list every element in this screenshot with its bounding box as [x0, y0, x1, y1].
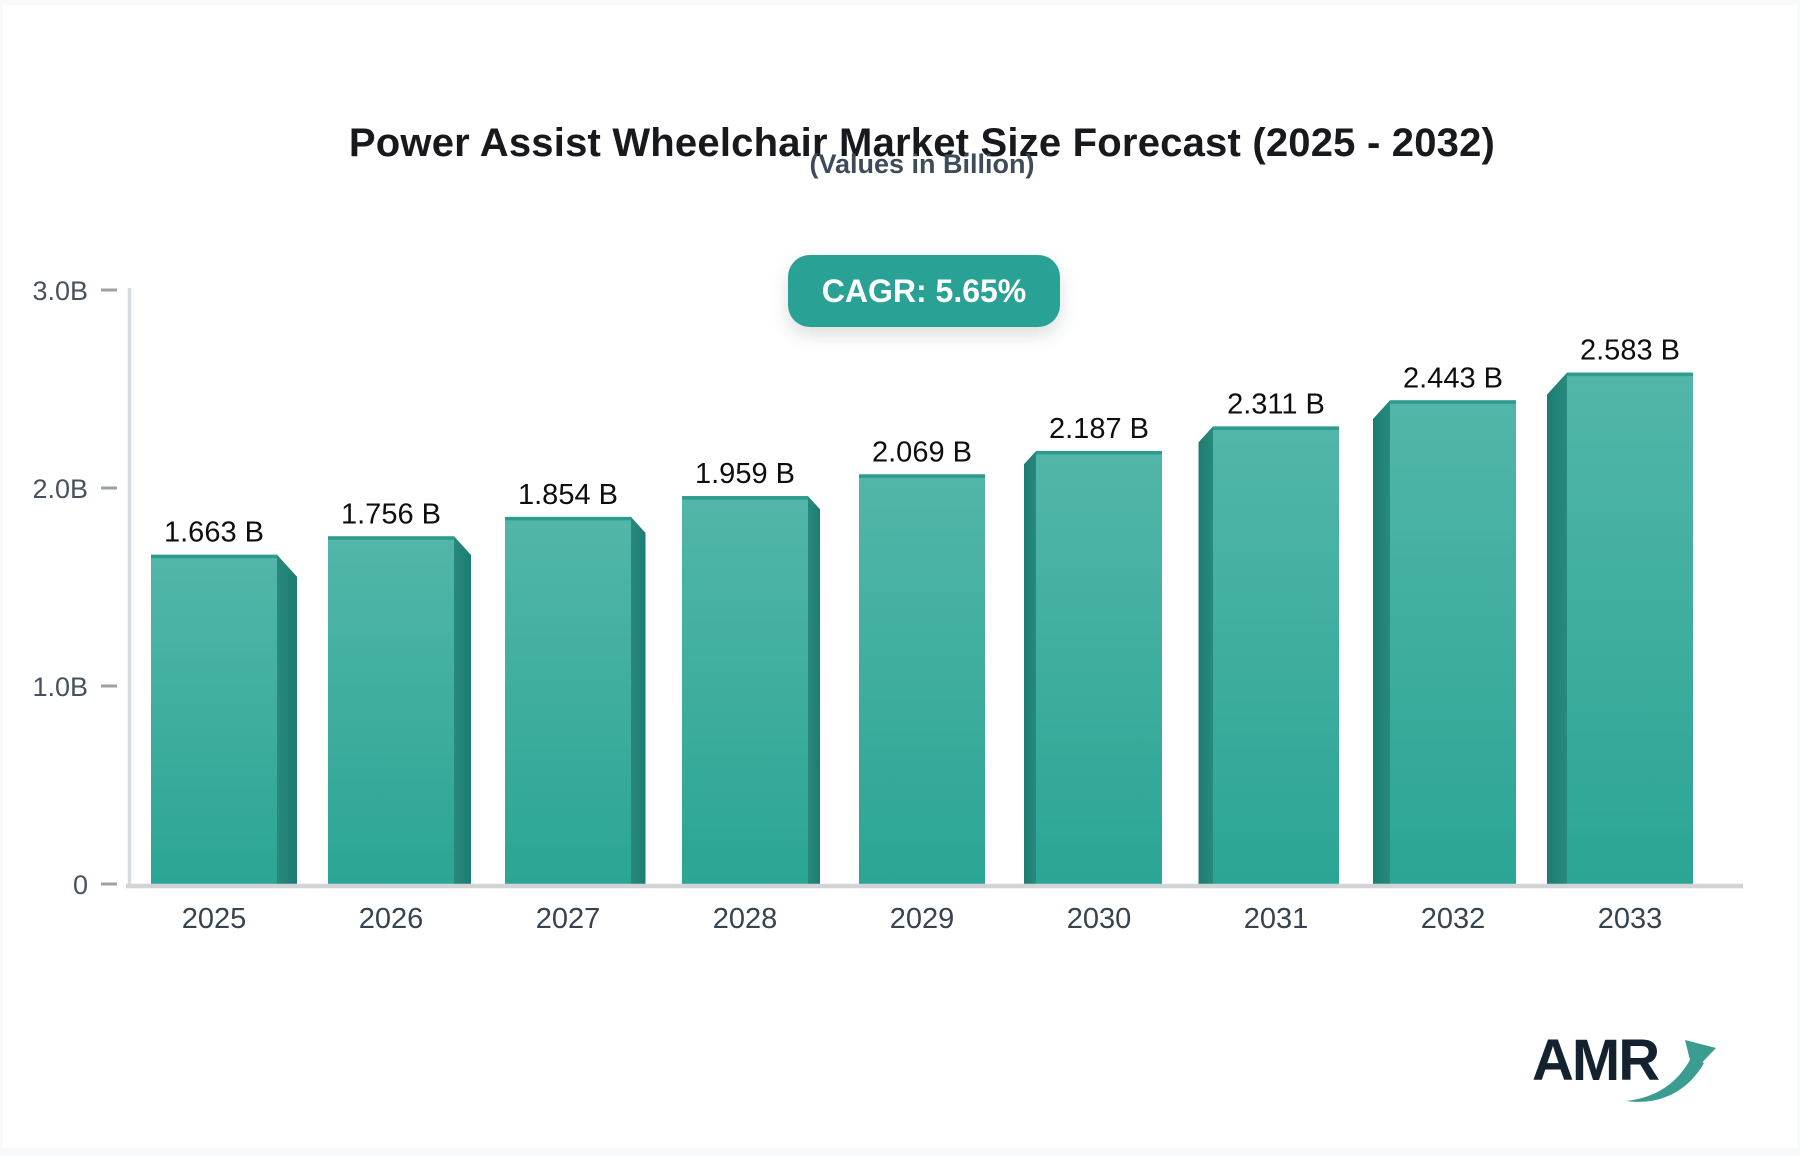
bar-value-label-2026: 1.756 B [341, 498, 441, 530]
x-axis-label-2031: 2031 [1244, 903, 1309, 935]
y-tick-label-2.0B: 2.0B [32, 474, 88, 504]
bar-2026 [328, 536, 454, 885]
bar-2028 [682, 496, 808, 885]
y-tick-label-1.0B: 1.0B [32, 672, 88, 702]
chart-title: Power Assist Wheelchair Market Size Fore… [348, 120, 1496, 165]
amr-logo: AMR [1532, 1032, 1722, 1112]
x-axis-label-2033: 2033 [1598, 903, 1663, 935]
x-axis-label-2030: 2030 [1067, 903, 1132, 935]
bar-top-edge-2033 [1567, 372, 1693, 377]
bar-side-face-2030 [1024, 450, 1036, 884]
cagr-badge: CAGR: 5.65% [788, 255, 1060, 327]
y-tick-label-0: 0 [73, 870, 88, 900]
bar-2032 [1390, 400, 1516, 884]
x-axis-label-2032: 2032 [1421, 903, 1486, 935]
bar-2025 [151, 554, 277, 885]
bar-value-label-2029: 2.069 B [872, 436, 972, 468]
bar-side-face-2031 [1198, 426, 1213, 884]
bar-value-label-2032: 2.443 B [1403, 362, 1503, 394]
bar-side-face-2028 [808, 496, 820, 884]
x-axis-label-2026: 2026 [359, 903, 424, 935]
bar-top-edge-2027 [505, 516, 631, 521]
bar-top-edge-2028 [682, 496, 808, 500]
x-axis-label-2028: 2028 [713, 903, 778, 935]
bar-value-label-2028: 1.959 B [695, 458, 795, 490]
bar-side-face-2027 [631, 516, 646, 884]
growth-arrow-icon [1626, 1040, 1716, 1102]
bar-value-label-2027: 1.854 B [518, 479, 618, 511]
bar-top-edge-2026 [328, 536, 454, 540]
bar-side-face-2026 [454, 536, 471, 884]
bar-top-edge-2032 [1390, 400, 1516, 404]
bar-top-edge-2029 [859, 474, 985, 478]
bar-2031 [1213, 426, 1339, 885]
bar-side-face-2032 [1373, 400, 1390, 884]
amr-logo-text: AMR [1532, 1028, 1660, 1093]
y-tick-label-3.0B: 3.0B [32, 276, 88, 306]
bar-value-label-2033: 2.583 B [1580, 335, 1680, 367]
bar-top-edge-2031 [1213, 426, 1339, 430]
bar-value-label-2030: 2.187 B [1049, 413, 1149, 445]
bar-2030 [1036, 450, 1162, 884]
bar-2033 [1567, 372, 1693, 884]
x-axis-label-2029: 2029 [890, 903, 955, 935]
bar-top-edge-2025 [151, 554, 277, 559]
bar-side-face-2025 [277, 554, 297, 884]
chart-subtitle: (Values in Billion) [809, 149, 1035, 179]
bar-top-edge-2030 [1036, 450, 1162, 455]
bar-2027 [505, 516, 631, 885]
bar-value-label-2025: 1.663 B [164, 517, 264, 549]
bar-2029 [859, 474, 985, 885]
bar-side-face-2033 [1547, 372, 1567, 884]
bar-value-label-2031: 2.311 B [1227, 388, 1325, 420]
x-axis-label-2025: 2025 [182, 903, 247, 935]
x-axis-label-2027: 2027 [536, 903, 601, 935]
